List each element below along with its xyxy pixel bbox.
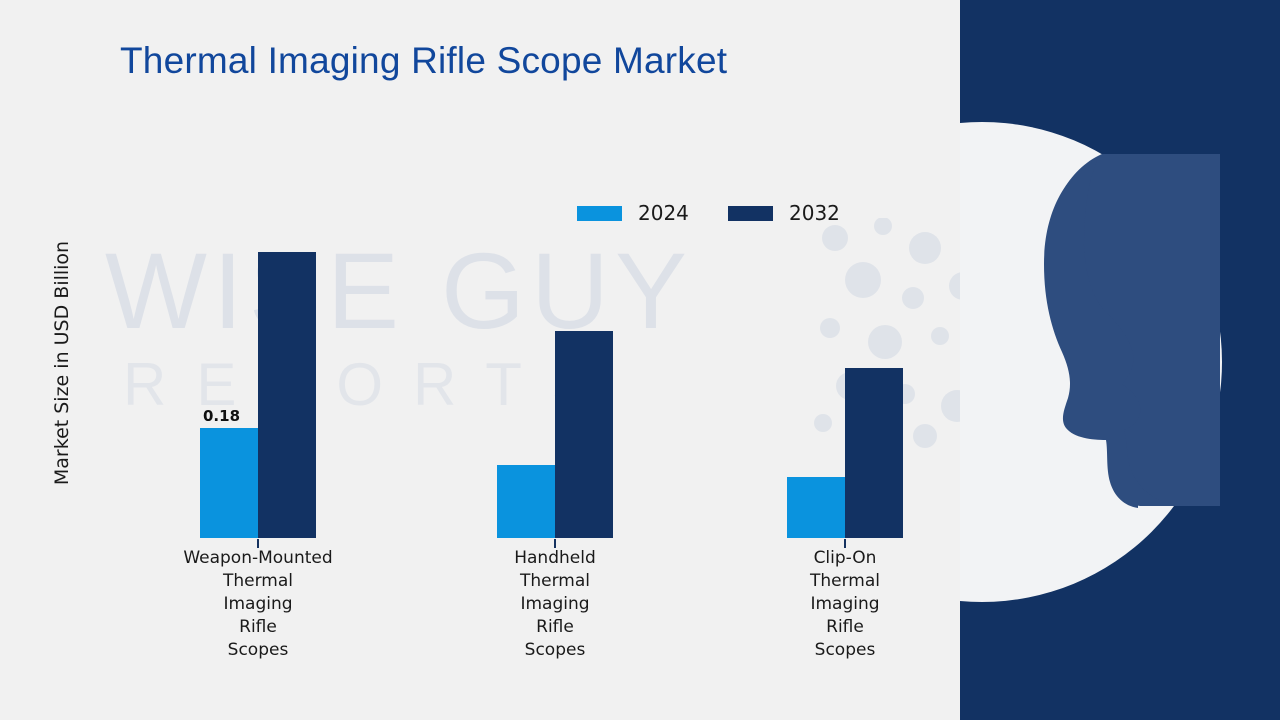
bar-2032-0[interactable] (258, 252, 316, 538)
x-axis-label-line: Clip-On (813, 548, 877, 568)
bar-2032-1[interactable] (555, 331, 613, 538)
x-axis-label-line: Scopes (814, 640, 876, 660)
bar-2032-2[interactable] (845, 367, 903, 538)
x-axis-label-line: Handheld (514, 548, 596, 568)
brand-panel: WISE GUY REPORTS (960, 0, 1280, 720)
legend-label-2024: 2024 (638, 201, 689, 225)
bar-2024-0[interactable] (200, 428, 258, 538)
bar-value-label-0: 0.18 (203, 407, 241, 426)
x-axis-label-line: Rifle (239, 617, 277, 637)
legend-item-2024[interactable]: 2024 (577, 201, 689, 225)
x-axis-label-line: Weapon-Mounted (183, 548, 333, 568)
x-axis-label-2: Clip-On Thermal Imaging Rifle Scopes (750, 547, 940, 662)
plot-area: 0.18 Weapon-Mounted Thermal Imaging Rifle Sco… (183, 252, 903, 660)
x-axis-tick-2 (844, 539, 846, 548)
x-axis-label-line: Thermal (519, 571, 590, 591)
x-axis-label-1: Handheld Thermal Imaging Rifle Scopes (460, 547, 650, 662)
x-axis-label-line: Rifle (826, 617, 864, 637)
x-axis-tick-0 (257, 539, 259, 548)
x-axis-label-line: Rifle (536, 617, 574, 637)
legend-label-2032: 2032 (789, 201, 840, 225)
x-axis-label-line: Thermal (809, 571, 880, 591)
x-axis-label-line: Imaging (810, 594, 880, 614)
head-profile-icon (1044, 154, 1220, 508)
x-axis-label-0: Weapon-Mounted Thermal Imaging Rifle Scopes (163, 547, 353, 662)
x-axis-label-line: Imaging (223, 594, 293, 614)
bar-2024-2[interactable] (787, 477, 845, 538)
x-axis-label-line: Scopes (524, 640, 586, 660)
x-axis-label-line: Imaging (520, 594, 590, 614)
page-title: Thermal Imaging Rifle Scope Market (120, 40, 728, 81)
bar-2024-1[interactable] (497, 464, 555, 538)
legend-item-2032[interactable]: 2032 (728, 201, 840, 225)
x-axis-tick-1 (554, 539, 556, 548)
bar-chart: Market Size in USD Billion 2024 2032 0.1… (51, 201, 903, 660)
x-axis-label-line: Thermal (222, 571, 293, 591)
legend-swatch-2032 (728, 205, 773, 221)
legend-swatch-2024 (577, 205, 622, 221)
x-axis-label-line: Scopes (227, 640, 289, 660)
